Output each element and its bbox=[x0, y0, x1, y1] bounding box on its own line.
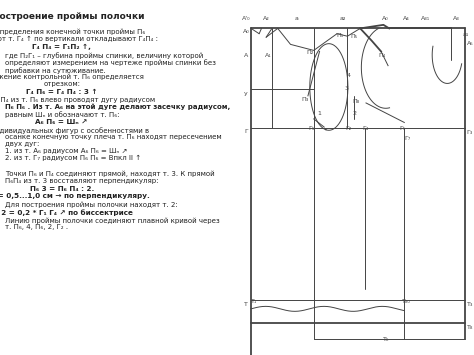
Text: T₆: T₆ bbox=[383, 337, 389, 342]
Text: Г₃: Г₃ bbox=[466, 130, 473, 135]
Text: 1. из т. А₆ радиусом А₆ П₆ = Шₙ ↗: 1. из т. А₆ радиусом А₆ П₆ = Шₙ ↗ bbox=[5, 148, 127, 154]
Text: A₃₁: A₃₁ bbox=[420, 16, 430, 21]
Text: A₃: A₃ bbox=[453, 16, 460, 21]
Text: 2: 2 bbox=[352, 111, 356, 116]
Text: П₈: П₈ bbox=[352, 99, 360, 104]
Text: 1: 1 bbox=[318, 111, 321, 116]
Text: A₄: A₄ bbox=[403, 16, 410, 21]
Text: Г₁: Г₁ bbox=[308, 126, 315, 131]
Text: осанке конечную точку плеча т. П₆ находят пересечением: осанке конечную точку плеча т. П₆ находя… bbox=[5, 134, 221, 140]
Text: 4. Построение проймы полочки: 4. Построение проймы полочки bbox=[0, 12, 145, 21]
Text: Г₄ П₄ = Г₁П₂ ↑,: Г₄ П₄ = Г₁П₂ ↑, bbox=[32, 44, 91, 50]
Text: отрезком:: отрезком: bbox=[43, 81, 80, 87]
Text: П₂: П₂ bbox=[307, 50, 314, 55]
Text: T: T bbox=[244, 302, 248, 307]
Text: П₄: П₄ bbox=[379, 53, 386, 58]
Text: 3 + 4 = 0,5...1,0 см → по перпендикуляру.: 3 + 4 = 0,5...1,0 см → по перпендикуляру… bbox=[0, 193, 149, 200]
Text: П₆П₄ из т. 3 восставляют перпендикуляр:: П₆П₄ из т. 3 восставляют перпендикуляр: bbox=[5, 178, 158, 184]
Text: A: A bbox=[244, 53, 248, 58]
Text: T₈₀: T₈₀ bbox=[402, 299, 410, 304]
Text: полочки от т. Г₄ ↑ по вертикали откладывают Г₄П₄ :: полочки от т. Г₄ ↑ по вертикали откладыв… bbox=[0, 36, 158, 42]
Text: Точки П₆ и П₄ соединяют прямой, находят т. 3. К прямой: Точки П₆ и П₄ соединяют прямой, находят … bbox=[5, 170, 214, 177]
Text: Для построения проймы полочки находят т. 2:: Для построения проймы полочки находят т.… bbox=[5, 201, 178, 208]
Text: П₅: П₅ bbox=[351, 34, 358, 39]
Text: Для индивидуальных фигур с особенностями в: Для индивидуальных фигур с особенностями… bbox=[0, 127, 149, 134]
Text: где П₂Г₁ – глубина проймы спинки, величину которой: где П₂Г₁ – глубина проймы спинки, величи… bbox=[5, 53, 203, 59]
Text: двух дуг:: двух дуг: bbox=[5, 141, 39, 147]
Text: A'₀: A'₀ bbox=[242, 16, 251, 21]
Text: А₆ П₆ = Шₙ ↗: А₆ П₆ = Шₙ ↗ bbox=[36, 119, 88, 125]
Text: Г₂: Г₂ bbox=[345, 126, 351, 131]
Text: Г₄ 2 = 0,2 * Г₁ Г₄ ↗ по биссектрисе: Г₄ 2 = 0,2 * Г₁ Г₄ ↗ по биссектрисе bbox=[0, 209, 133, 216]
Text: Г₄ П₆ = Г₄ П₄ : 3 ↑: Г₄ П₆ = Г₄ П₄ : 3 ↑ bbox=[26, 89, 97, 95]
Text: 2. из т. Г₇ радиусом П₆ П₆ = Впкл II ↑: 2. из т. Г₇ радиусом П₆ П₆ = Впкл II ↑ bbox=[5, 155, 141, 161]
Text: A₁: A₁ bbox=[265, 53, 272, 58]
Text: Через т. П₄ из т. П₆ влево проводят дугу радиусом: Через т. П₄ из т. П₆ влево проводят дугу… bbox=[0, 97, 155, 103]
Text: равным Шₙ и обозначают т. П₆:: равным Шₙ и обозначают т. П₆: bbox=[5, 111, 119, 118]
Text: П₆ П₆ . Из т. А₆ на этой дуге делают засечку радиусом,: П₆ П₆ . Из т. А₆ на этой дуге делают зас… bbox=[5, 104, 230, 110]
Text: A₀: A₀ bbox=[243, 29, 249, 34]
Text: Г₅: Г₅ bbox=[400, 126, 406, 131]
Text: 3: 3 bbox=[345, 86, 349, 91]
Text: T₈: T₈ bbox=[466, 325, 473, 330]
Text: A₀: A₀ bbox=[382, 16, 389, 21]
Text: a: a bbox=[294, 16, 298, 21]
Text: a₂: a₂ bbox=[339, 16, 346, 21]
Text: Для определения конечной точки проймы П₆: Для определения конечной точки проймы П₆ bbox=[0, 28, 145, 35]
Text: П₆ 3 = П₆ П₄ : 2.: П₆ 3 = П₆ П₄ : 2. bbox=[29, 186, 94, 192]
Text: a₁: a₁ bbox=[463, 32, 469, 37]
Text: определяют измерением на чертеже проймы спинки без: определяют измерением на чертеже проймы … bbox=[5, 60, 216, 66]
Text: П₁: П₁ bbox=[337, 33, 344, 38]
Text: Г₇: Г₇ bbox=[405, 136, 411, 141]
Text: прибавки на сутюживание.: прибавки на сутюживание. bbox=[5, 67, 106, 73]
Text: A₅: A₅ bbox=[466, 41, 473, 46]
Text: Положение контрольной т. П₆ определяется: Положение контрольной т. П₆ определяется bbox=[0, 73, 144, 80]
Text: т. П₆, 4, П₆, 2, Г₂ .: т. П₆, 4, П₆, 2, Г₂ . bbox=[5, 224, 68, 230]
Text: y: y bbox=[244, 91, 248, 95]
Text: T₁: T₁ bbox=[251, 299, 258, 304]
Text: Г: Г bbox=[244, 129, 248, 134]
Text: П₃: П₃ bbox=[301, 97, 309, 102]
Text: Линию проймы полочки соединяют плавной кривой через: Линию проймы полочки соединяют плавной к… bbox=[5, 217, 219, 224]
Text: A₂: A₂ bbox=[263, 16, 270, 21]
Text: T₃: T₃ bbox=[466, 302, 473, 307]
Text: Г₄: Г₄ bbox=[362, 126, 368, 131]
Text: 4: 4 bbox=[347, 73, 351, 78]
